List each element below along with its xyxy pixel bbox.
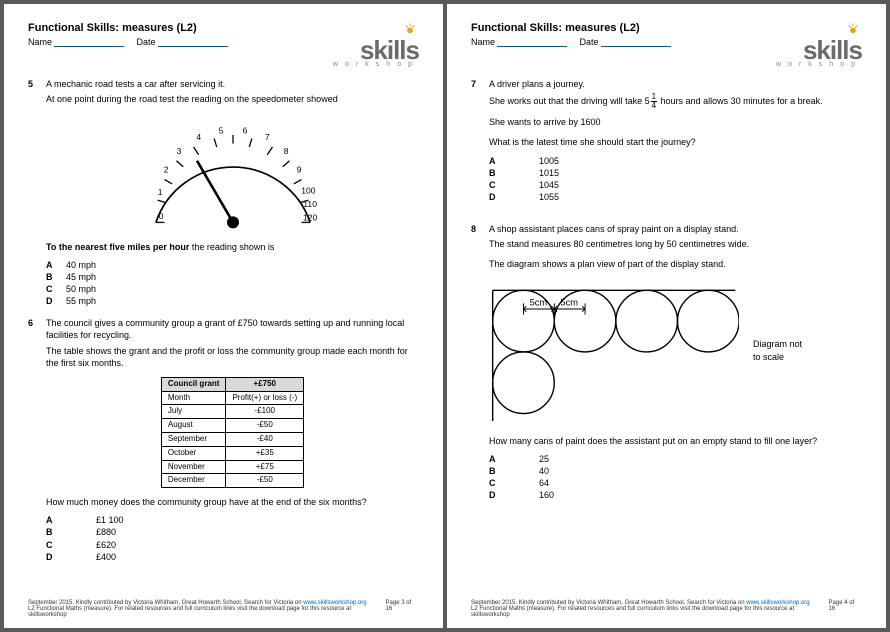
q8-options: A25 B40 C64 D160 [489,453,862,502]
date-label: Date [137,37,156,47]
q8-opt-d: D160 [489,489,862,501]
q5-options: A40 mph B45 mph C50 mph D55 mph [46,259,419,308]
q6-opt-d: D£400 [46,551,419,563]
q6-table: Council grant+£750 MonthProfit(+) or los… [161,377,304,488]
q5-line2: At one point during the road test the re… [46,93,419,105]
name-date-line: Name Date [471,37,776,47]
q7-opt-c: C1045 [489,179,862,191]
question-number: 6 [28,317,46,563]
q6-line1: The council gives a community group a gr… [46,317,419,341]
q7-options: A1005 B1015 C1045 D1055 [489,155,862,204]
table-row: July-£100 [161,405,303,419]
svg-text:6: 6 [242,126,247,136]
svg-text:2: 2 [163,165,168,175]
page-header: Functional Skills: measures (L2) Name Da… [28,22,419,68]
svg-text:1: 1 [157,187,162,197]
name-label: Name [471,37,495,47]
svg-text:5: 5 [218,126,223,136]
page-1: Functional Skills: measures (L2) Name Da… [4,4,443,628]
q6-opt-c: C£620 [46,539,419,551]
page-number: Page 4 of 16 [829,600,862,618]
name-blank[interactable] [54,37,124,47]
q5-stem: To the nearest five miles per hour the r… [46,241,419,253]
q6-line2: The table shows the grant and the profit… [46,345,419,369]
skills-logo: skills workshop [333,22,419,68]
question-5: 5 A mechanic road tests a car after serv… [28,78,419,307]
q7-line2: She works out that the driving will take… [489,93,862,110]
q6-opt-a: A£1 100 [46,514,419,526]
svg-text:5cm: 5cm [530,297,548,307]
page-number: Page 3 of 16 [386,600,419,618]
th-month: Month [161,391,226,405]
q7-opt-b: B1015 [489,167,862,179]
th-grant: Council grant [161,377,226,391]
q8-stem: How many cans of paint does the assistan… [489,435,862,447]
svg-text:9: 9 [296,165,301,175]
q8-line3: The diagram shows a plan view of part of… [489,258,862,270]
q7-stem: What is the latest time she should start… [489,136,862,148]
th-pl: Profit(+) or loss (-) [226,391,304,405]
table-row: October+£35 [161,446,303,460]
question-8: 8 A shop assistant places cans of spray … [471,223,862,501]
page-2: Functional Skills: measures (L2) Name Da… [447,4,886,628]
table-row: December-£50 [161,474,303,488]
q7-line3: She wants to arrive by 1600 [489,116,862,128]
svg-text:120: 120 [302,213,317,223]
logo-text: skills [333,39,419,61]
question-number: 8 [471,223,489,501]
q6-options: A£1 100 B£880 C£620 D£400 [46,514,419,563]
doc-title: Functional Skills: measures (L2) [471,22,776,34]
page-footer: September 2015. Kindly contributed by Vi… [28,596,419,618]
svg-text:3: 3 [176,146,181,156]
svg-text:4: 4 [196,133,201,143]
svg-text:7: 7 [264,133,269,143]
svg-text:100: 100 [301,186,316,196]
page-header: Functional Skills: measures (L2) Name Da… [471,22,862,68]
q8-opt-c: C64 [489,477,862,489]
sun-icon [846,22,860,36]
table-row: November+£75 [161,460,303,474]
q8-line1: A shop assistant places cans of spray pa… [489,223,862,235]
q6-stem: How much money does the community group … [46,496,419,508]
svg-text:5cm: 5cm [560,297,578,307]
skills-logo: skills workshop [776,22,862,68]
question-number: 5 [28,78,46,307]
date-label: Date [580,37,599,47]
question-number: 7 [471,78,489,203]
doc-title: Functional Skills: measures (L2) [28,22,333,34]
page-footer: September 2015. Kindly contributed by Vi… [471,596,862,618]
table-row: August-£50 [161,419,303,433]
th-amount: +£750 [226,377,304,391]
name-date-line: Name Date [28,37,333,47]
logo-subtext: workshop [776,61,862,68]
date-blank[interactable] [158,37,228,47]
q8-opt-b: B40 [489,465,862,477]
q7-line1: A driver plans a journey. [489,78,862,90]
svg-text:0: 0 [158,211,163,221]
name-label: Name [28,37,52,47]
q5-opt-a: A40 mph [46,259,419,271]
q5-opt-b: B45 mph [46,271,419,283]
fraction-icon: 14 [651,93,657,110]
diagram-note: Diagram not to scale [753,338,802,362]
q7-opt-d: D1055 [489,191,862,203]
circles-diagram: 5cm 5cm [489,281,739,421]
logo-subtext: workshop [333,61,419,68]
q5-line1: A mechanic road tests a car after servic… [46,78,419,90]
q8-opt-a: A25 [489,453,862,465]
speedometer-diagram: 012 345 678 9100110 120 [138,111,328,231]
date-blank[interactable] [601,37,671,47]
name-blank[interactable] [497,37,567,47]
logo-text: skills [776,39,862,61]
q5-opt-c: C50 mph [46,283,419,295]
q8-line2: The stand measures 80 centimetres long b… [489,238,862,250]
question-6: 6 The council gives a community group a … [28,317,419,563]
svg-text:8: 8 [283,146,288,156]
q6-opt-b: B£880 [46,526,419,538]
table-row: September-£40 [161,432,303,446]
sun-icon [403,22,417,36]
q5-opt-d: D55 mph [46,295,419,307]
question-7: 7 A driver plans a journey. She works ou… [471,78,862,203]
q7-opt-a: A1005 [489,155,862,167]
